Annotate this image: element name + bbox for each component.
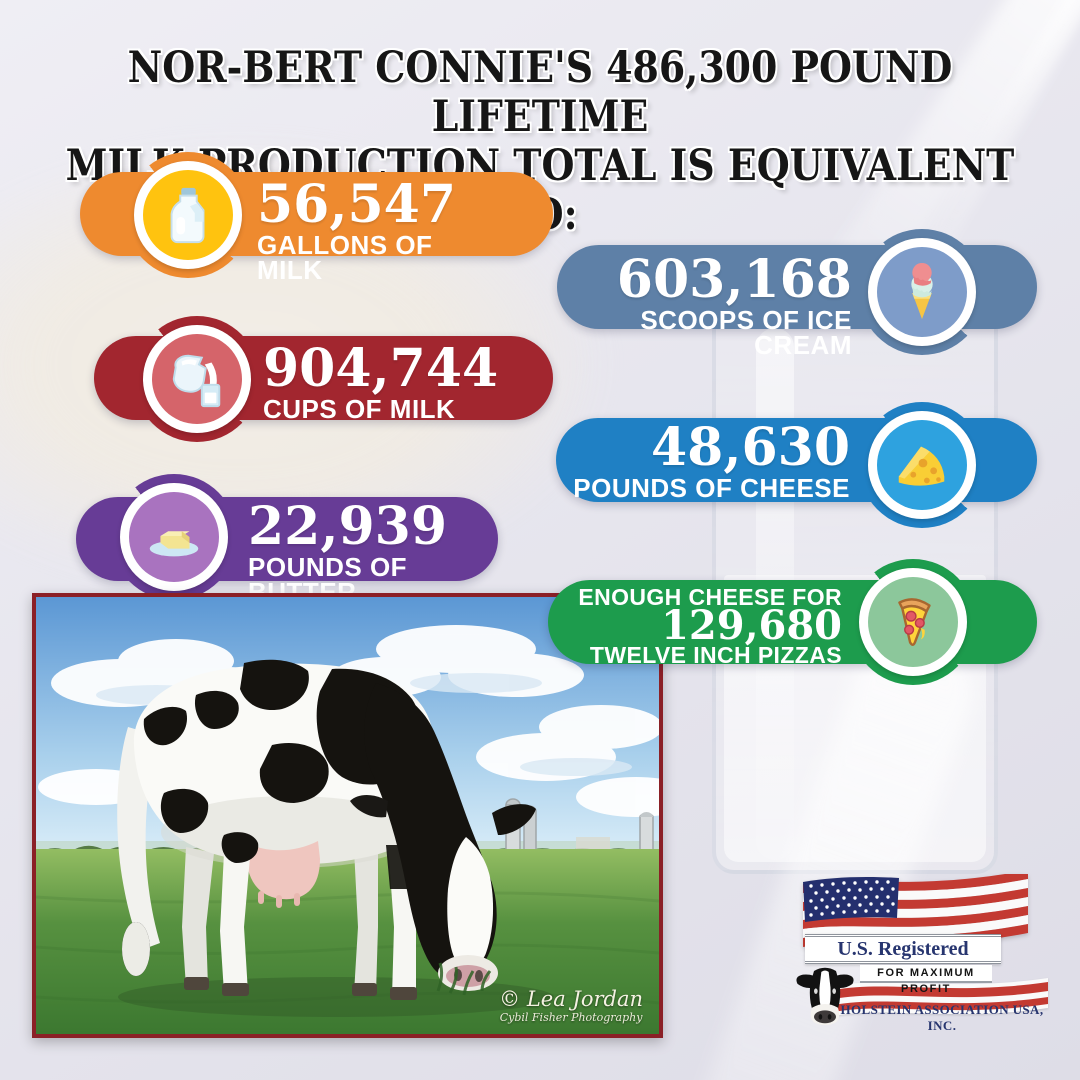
milk-pitcher-icon — [172, 354, 221, 408]
stat-badge — [859, 229, 985, 355]
milk-jug-icon — [170, 187, 205, 244]
stat-value: 904,744 — [263, 338, 499, 399]
holstein-cow-head-icon — [796, 967, 854, 1026]
pizza-slice-icon — [898, 598, 931, 646]
stat-value: 48,630 — [650, 417, 850, 478]
logo-org-text: HOLSTEIN ASSOCIATION USA, INC. — [840, 1002, 1044, 1033]
stat-label: POUNDS OF CHEESE — [573, 473, 850, 503]
stat-badge — [850, 559, 976, 685]
title-line-1: NOR-BERT CONNIE'S 486,300 POUND LIFETIME — [127, 43, 953, 142]
us-flag-wave-icon — [833, 978, 1048, 1016]
butter-icon — [149, 531, 199, 557]
stat-label: GALLONS OF MILK — [257, 230, 433, 285]
stat-badge — [125, 152, 251, 278]
stat-value: 22,939 — [248, 496, 448, 557]
stat-pre-label: ENOUGH CHEESE FOR — [578, 584, 842, 610]
stat-badge — [111, 474, 237, 600]
photo-credit-studio: Cybil Fisher Photography — [499, 1011, 643, 1024]
photo-credit: © Lea Jordan Cybil Fisher Photography — [499, 987, 643, 1024]
cow-photo: © Lea Jordan Cybil Fisher Photography — [32, 593, 663, 1038]
stat-label: TWELVE INCH PIZZAS — [589, 642, 842, 668]
stat-badge — [134, 316, 260, 442]
stat-label: POUNDS OF BUTTER — [248, 552, 408, 607]
stat-label: CUPS OF MILK — [263, 394, 456, 424]
stat-value: 129,680 — [661, 602, 842, 649]
ice-cream-cone-icon — [911, 262, 933, 320]
stat-label: SCOOPS OF ICE CREAM — [640, 305, 852, 360]
stat-value: 56,547 — [257, 174, 457, 235]
stat-badge — [859, 402, 985, 528]
stat-value: 603,168 — [616, 249, 852, 310]
logo-tagline-text: FOR MAXIMUM PROFIT — [860, 965, 992, 995]
photo-credit-name: © Lea Jordan — [499, 987, 643, 1011]
holstein-association-logo: U.S. Registered Holsteins FOR MAXIMUM PR… — [793, 866, 1055, 1034]
cow-photo-scene — [36, 597, 659, 1034]
cheese-wedge-icon — [898, 446, 945, 486]
